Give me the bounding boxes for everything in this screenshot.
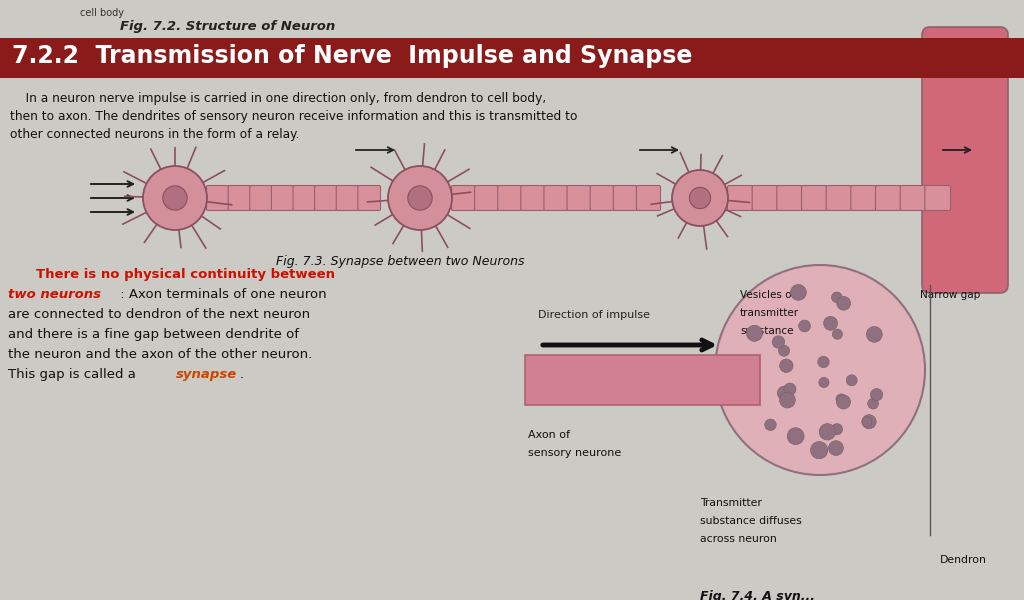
- FancyBboxPatch shape: [851, 185, 877, 211]
- Circle shape: [772, 336, 784, 348]
- Circle shape: [746, 325, 763, 341]
- Text: In a neuron nerve impulse is carried in one direction only, from dendron to cell: In a neuron nerve impulse is carried in …: [10, 92, 546, 105]
- FancyBboxPatch shape: [228, 185, 251, 211]
- Circle shape: [799, 320, 810, 332]
- Text: .: .: [240, 368, 244, 381]
- Circle shape: [791, 284, 806, 301]
- Text: transmitter: transmitter: [740, 308, 799, 318]
- Circle shape: [779, 359, 793, 373]
- FancyBboxPatch shape: [207, 185, 229, 211]
- Text: : Axon terminals of one neuron: : Axon terminals of one neuron: [116, 288, 327, 301]
- Text: 7.2.2  Transmission of Nerve  Impulse and Synapse: 7.2.2 Transmission of Nerve Impulse and …: [12, 44, 692, 68]
- FancyBboxPatch shape: [900, 185, 926, 211]
- Text: the neuron and the axon of the other neuron.: the neuron and the axon of the other neu…: [8, 348, 312, 361]
- Text: Fig. 7.2. Structure of Neuron: Fig. 7.2. Structure of Neuron: [120, 20, 335, 33]
- Text: across neuron: across neuron: [700, 534, 777, 544]
- Circle shape: [870, 389, 883, 401]
- Circle shape: [828, 440, 844, 455]
- Text: are connected to dendron of the next neuron: are connected to dendron of the next neu…: [8, 308, 310, 321]
- Circle shape: [672, 170, 728, 226]
- Circle shape: [811, 442, 827, 459]
- Text: Fig. 7.3. Synapse between two Neurons: Fig. 7.3. Synapse between two Neurons: [275, 255, 524, 268]
- Text: Vesicles of: Vesicles of: [740, 290, 796, 300]
- Circle shape: [866, 326, 883, 342]
- Circle shape: [778, 345, 790, 356]
- Circle shape: [408, 186, 432, 210]
- FancyBboxPatch shape: [613, 185, 637, 211]
- Circle shape: [783, 383, 796, 395]
- Circle shape: [831, 424, 843, 435]
- Circle shape: [862, 415, 877, 429]
- Text: Axon of: Axon of: [528, 430, 570, 440]
- Circle shape: [689, 187, 711, 209]
- Circle shape: [823, 316, 838, 331]
- FancyBboxPatch shape: [474, 185, 499, 211]
- Circle shape: [836, 394, 847, 404]
- Text: sensory neurone: sensory neurone: [528, 448, 622, 458]
- FancyBboxPatch shape: [590, 185, 614, 211]
- Text: Dendron: Dendron: [940, 555, 987, 565]
- FancyBboxPatch shape: [727, 185, 754, 211]
- FancyBboxPatch shape: [357, 185, 381, 211]
- Text: substance: substance: [740, 326, 794, 336]
- Text: two neurons: two neurons: [8, 288, 101, 301]
- FancyBboxPatch shape: [525, 355, 760, 405]
- FancyBboxPatch shape: [922, 27, 1008, 293]
- Text: cell body: cell body: [80, 8, 124, 18]
- FancyBboxPatch shape: [452, 185, 475, 211]
- FancyBboxPatch shape: [876, 185, 901, 211]
- Text: then to axon. The dendrites of sensory neuron receive information and this is tr: then to axon. The dendrites of sensory n…: [10, 110, 578, 123]
- FancyBboxPatch shape: [753, 185, 778, 211]
- FancyBboxPatch shape: [802, 185, 827, 211]
- Text: Fig. 7.4. A syn...: Fig. 7.4. A syn...: [700, 590, 815, 600]
- Circle shape: [867, 398, 879, 409]
- Circle shape: [831, 292, 842, 303]
- Circle shape: [715, 265, 925, 475]
- FancyBboxPatch shape: [336, 185, 358, 211]
- FancyBboxPatch shape: [271, 185, 294, 211]
- Text: substance diffuses: substance diffuses: [700, 516, 802, 526]
- Circle shape: [765, 419, 776, 431]
- Text: and there is a fine gap between dendrite of: and there is a fine gap between dendrite…: [8, 328, 299, 341]
- Circle shape: [819, 424, 836, 440]
- FancyBboxPatch shape: [567, 185, 591, 211]
- Circle shape: [163, 186, 187, 210]
- FancyBboxPatch shape: [521, 185, 545, 211]
- Text: There is no physical continuity between: There is no physical continuity between: [36, 268, 335, 281]
- Circle shape: [837, 395, 851, 409]
- Text: other connected neurons in the form of a relay.: other connected neurons in the form of a…: [10, 128, 299, 141]
- Circle shape: [837, 296, 851, 310]
- Circle shape: [143, 166, 207, 230]
- Circle shape: [862, 417, 871, 427]
- Circle shape: [779, 392, 796, 408]
- FancyBboxPatch shape: [636, 185, 660, 211]
- Circle shape: [818, 356, 829, 368]
- Circle shape: [833, 329, 843, 339]
- Circle shape: [777, 386, 791, 400]
- FancyBboxPatch shape: [314, 185, 337, 211]
- FancyBboxPatch shape: [925, 185, 950, 211]
- Circle shape: [846, 375, 857, 386]
- Text: Transmitter: Transmitter: [700, 498, 762, 508]
- Text: synapse: synapse: [176, 368, 238, 381]
- Bar: [0, 38, 1024, 78]
- FancyBboxPatch shape: [826, 185, 852, 211]
- FancyBboxPatch shape: [498, 185, 522, 211]
- FancyBboxPatch shape: [544, 185, 568, 211]
- Circle shape: [787, 428, 804, 445]
- Text: This gap is called a: This gap is called a: [8, 368, 140, 381]
- FancyBboxPatch shape: [250, 185, 272, 211]
- FancyBboxPatch shape: [777, 185, 803, 211]
- FancyBboxPatch shape: [293, 185, 315, 211]
- Circle shape: [388, 166, 452, 230]
- Text: Direction of impulse: Direction of impulse: [538, 310, 650, 320]
- Circle shape: [819, 377, 829, 388]
- Text: Narrow gap: Narrow gap: [920, 290, 980, 300]
